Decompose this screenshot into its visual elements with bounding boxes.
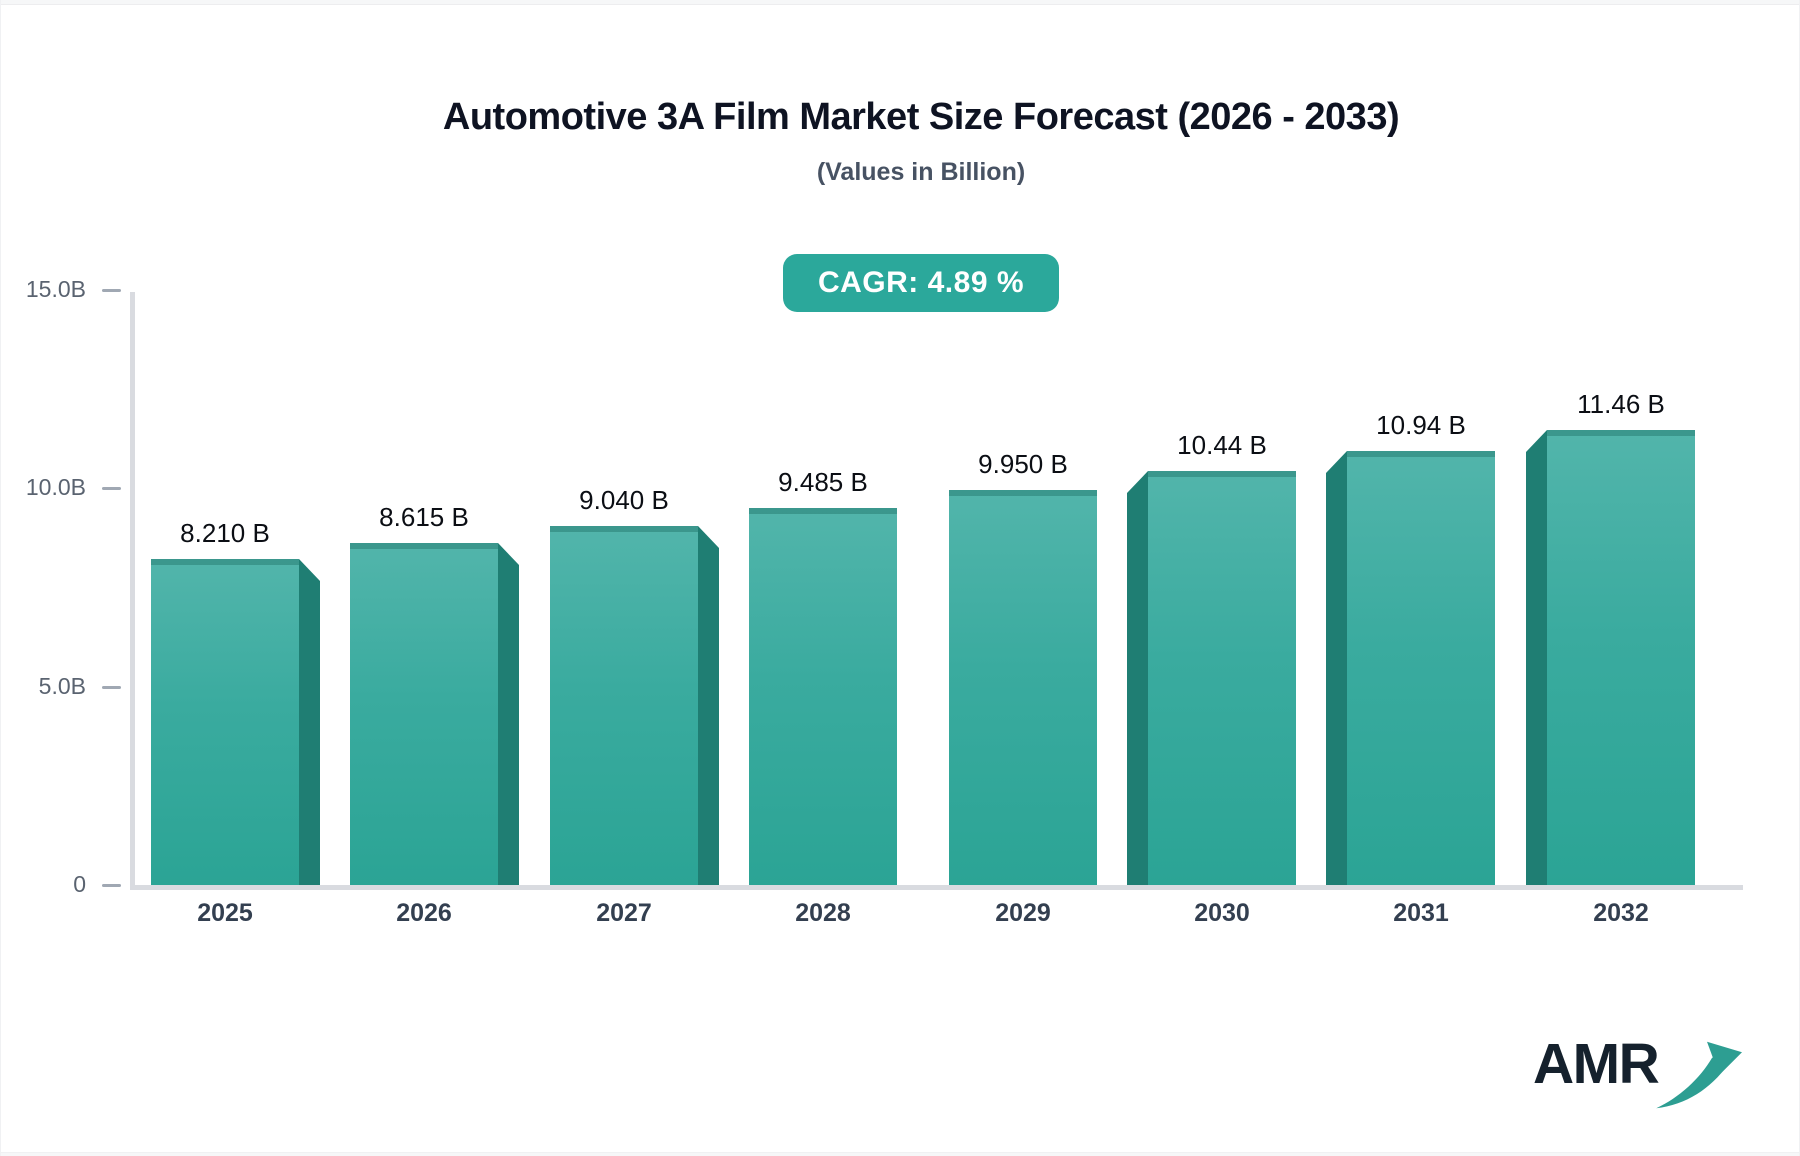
bar-value-label: 8.615 B <box>379 502 469 532</box>
chart-subtitle: (Values in Billion) <box>816 157 1026 186</box>
x-axis-line <box>130 885 1743 890</box>
y-axis-tick-mark <box>102 289 121 292</box>
x-axis-label: 2028 <box>795 899 851 927</box>
x-axis-label: 2027 <box>596 899 652 927</box>
x-axis-label: 2031 <box>1393 899 1449 927</box>
y-axis-tick-label: 0 <box>73 871 86 897</box>
bar-value-label: 9.040 B <box>579 485 669 515</box>
bar-value-label: 8.210 B <box>180 518 270 548</box>
y-axis-tick-mark <box>102 884 121 887</box>
x-axis-label: 2029 <box>995 899 1051 927</box>
bar-value-label: 9.485 B <box>778 467 868 497</box>
y-axis-line <box>130 292 135 890</box>
bar-value-label: 10.44 B <box>1177 430 1267 460</box>
x-axis-label: 2025 <box>197 899 253 927</box>
card-bottom-edge <box>1 1152 1799 1156</box>
x-axis-label: 2026 <box>396 899 452 927</box>
y-axis-tick-label: 5.0B <box>38 673 86 699</box>
bar-3d-bevel-2025 <box>299 559 320 885</box>
bar-column-2025[interactable] <box>151 559 299 885</box>
amr-logo: AMR <box>1533 1036 1746 1110</box>
chart-title: Automotive 3A Film Market Size Forecast … <box>442 96 1400 138</box>
x-axis-label: 2032 <box>1593 899 1649 927</box>
bar-3d-bevel-2032 <box>1526 430 1547 885</box>
cagr-badge-wrap: CAGR: 4.89 % <box>41 254 1800 312</box>
bar-value-label: 11.46 B <box>1577 389 1665 419</box>
card-top-edge <box>1 0 1799 5</box>
bar-column-2032[interactable] <box>1547 430 1695 885</box>
bar-column-2031[interactable] <box>1347 451 1495 885</box>
bar-value-label: 10.94 B <box>1376 410 1466 440</box>
bar-column-2030[interactable] <box>1148 471 1296 885</box>
bar-column-2026[interactable] <box>350 543 498 885</box>
y-axis-tick-label: 15.0B <box>25 276 86 302</box>
bar-value-label: 9.950 B <box>978 449 1068 479</box>
bar-column-2028[interactable] <box>749 508 897 885</box>
y-axis-tick-mark <box>102 686 121 689</box>
chart-header: Automotive 3A Film Market Size Forecast … <box>41 96 1800 187</box>
bar-3d-bevel-2031 <box>1326 451 1347 885</box>
x-axis-label: 2030 <box>1194 899 1250 927</box>
cagr-badge: CAGR: 4.89 % <box>782 254 1060 312</box>
bar-3d-bevel-2027 <box>698 526 719 885</box>
bar-3d-bevel-2026 <box>498 543 519 885</box>
y-axis-tick-label: 10.0B <box>25 474 86 500</box>
bar-column-2027[interactable] <box>550 526 698 885</box>
bar-3d-bevel-2030 <box>1127 471 1148 885</box>
growth-arrow-icon <box>1656 1041 1743 1109</box>
amr-logo-text: AMR <box>1533 1032 1660 1096</box>
bar-column-2029[interactable] <box>949 490 1097 885</box>
y-axis-tick-mark <box>102 487 121 490</box>
